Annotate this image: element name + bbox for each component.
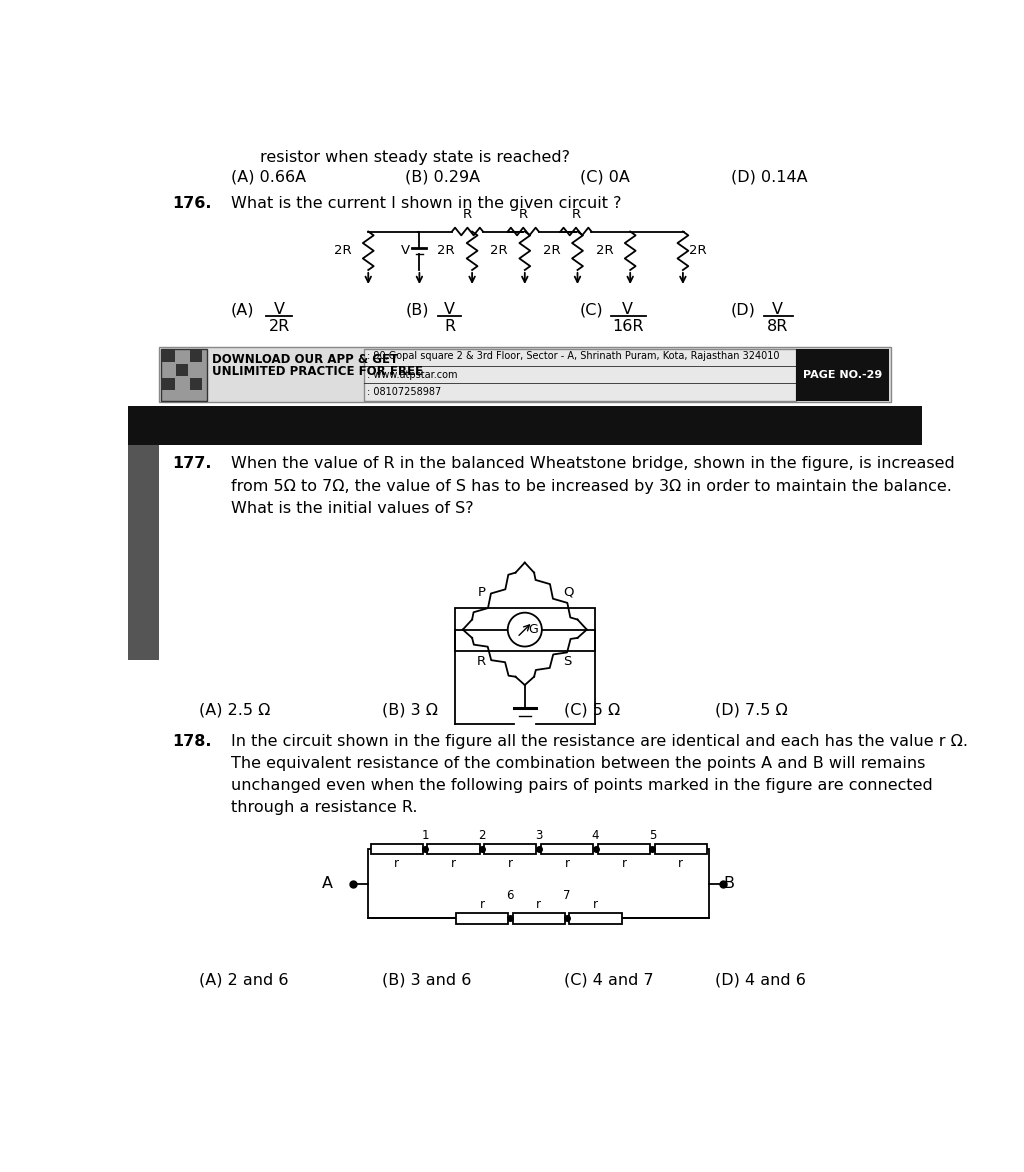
Text: (C) 4 and 7: (C) 4 and 7 xyxy=(564,973,654,987)
Text: UNLIMITED PRACTICE FOR FREE: UNLIMITED PRACTICE FOR FREE xyxy=(212,366,423,379)
Bar xyxy=(654,844,707,854)
Text: V: V xyxy=(623,302,634,318)
Text: B: B xyxy=(723,877,734,891)
Text: (C): (C) xyxy=(580,302,603,318)
Text: (B) 0.29A: (B) 0.29A xyxy=(406,170,480,185)
Text: 2R: 2R xyxy=(543,244,560,257)
Text: (B): (B) xyxy=(406,302,429,318)
Text: V: V xyxy=(444,302,455,318)
Text: V: V xyxy=(401,244,410,257)
Text: (A): (A) xyxy=(231,302,255,318)
Text: resistor when steady state is reached?: resistor when steady state is reached? xyxy=(260,150,569,165)
Text: 4: 4 xyxy=(592,829,599,843)
Bar xyxy=(162,377,174,390)
Bar xyxy=(598,844,650,854)
Text: r: r xyxy=(537,899,542,912)
Text: When the value of R in the balanced Wheatstone bridge, shown in the figure, is i: When the value of R in the balanced Whea… xyxy=(231,456,954,516)
Bar xyxy=(369,849,710,919)
Text: G: G xyxy=(528,624,538,636)
Text: 8R: 8R xyxy=(767,319,788,334)
Text: (A) 0.66A: (A) 0.66A xyxy=(231,170,306,185)
Text: 2R: 2R xyxy=(689,244,707,257)
Bar xyxy=(128,445,159,660)
Text: In the circuit shown in the figure all the resistance are identical and each has: In the circuit shown in the figure all t… xyxy=(231,734,968,816)
Text: DOWNLOAD OUR APP & GET: DOWNLOAD OUR APP & GET xyxy=(212,353,398,366)
Text: r: r xyxy=(508,857,513,870)
Text: A: A xyxy=(323,877,334,891)
Text: 2R: 2R xyxy=(334,244,351,257)
Text: r: r xyxy=(479,899,484,912)
Text: (C) 5 Ω: (C) 5 Ω xyxy=(564,703,621,717)
Text: 2R: 2R xyxy=(268,319,290,334)
Text: What is the current I shown in the given circuit ?: What is the current I shown in the given… xyxy=(231,196,622,211)
Bar xyxy=(176,364,188,376)
Text: 2R: 2R xyxy=(596,244,613,257)
Text: r: r xyxy=(564,857,569,870)
Text: (B) 3 and 6: (B) 3 and 6 xyxy=(382,973,472,987)
Text: (A) 2.5 Ω: (A) 2.5 Ω xyxy=(200,703,270,717)
Bar xyxy=(513,913,565,924)
Text: 2R: 2R xyxy=(490,244,508,257)
Text: (D): (D) xyxy=(731,302,756,318)
Bar xyxy=(796,348,889,401)
Bar xyxy=(190,377,203,390)
Text: R: R xyxy=(444,319,456,334)
Bar xyxy=(364,348,796,401)
Bar xyxy=(427,844,479,854)
Text: r: r xyxy=(678,857,683,870)
Text: r: r xyxy=(451,857,456,870)
Text: 1: 1 xyxy=(421,829,429,843)
Text: R: R xyxy=(463,207,472,220)
Text: 176.: 176. xyxy=(172,196,212,211)
Bar xyxy=(541,844,593,854)
Text: 177.: 177. xyxy=(172,456,212,471)
Text: V: V xyxy=(273,302,285,318)
Bar xyxy=(484,844,537,854)
Bar xyxy=(569,913,622,924)
Text: 5: 5 xyxy=(649,829,656,843)
Text: 2R: 2R xyxy=(437,244,455,257)
Text: Q: Q xyxy=(563,586,574,599)
Text: r: r xyxy=(394,857,399,870)
Text: V: V xyxy=(772,302,783,318)
Text: R: R xyxy=(519,207,527,220)
Text: (D) 7.5 Ω: (D) 7.5 Ω xyxy=(715,703,787,717)
Text: 7: 7 xyxy=(563,890,571,902)
Text: (D) 0.14A: (D) 0.14A xyxy=(731,170,808,185)
Text: 16R: 16R xyxy=(612,319,644,334)
Text: (B) 3 Ω: (B) 3 Ω xyxy=(382,703,438,717)
Text: 2: 2 xyxy=(478,829,485,843)
Bar xyxy=(456,913,508,924)
Bar xyxy=(455,608,595,652)
Text: : 08107258987: : 08107258987 xyxy=(367,387,441,397)
Bar xyxy=(190,350,203,362)
Text: 3: 3 xyxy=(536,829,543,843)
Text: r: r xyxy=(622,857,627,870)
Bar xyxy=(128,407,922,445)
Text: : 90,Gopal square 2 & 3rd Floor, Sector - A, Shrinath Puram, Kota, Rajasthan 324: : 90,Gopal square 2 & 3rd Floor, Sector … xyxy=(367,350,779,361)
Text: R: R xyxy=(571,207,581,220)
Text: 178.: 178. xyxy=(172,734,212,749)
Text: 6: 6 xyxy=(507,890,514,902)
Circle shape xyxy=(508,613,542,647)
Bar xyxy=(371,844,423,854)
Text: (C) 0A: (C) 0A xyxy=(580,170,630,185)
Bar xyxy=(161,348,207,401)
Text: (D) 4 and 6: (D) 4 and 6 xyxy=(715,973,806,987)
Text: (A) 2 and 6: (A) 2 and 6 xyxy=(200,973,289,987)
Bar xyxy=(159,347,891,402)
Text: : www.atpstar.com: : www.atpstar.com xyxy=(367,370,457,380)
Text: r: r xyxy=(593,899,598,912)
Bar xyxy=(128,445,922,1043)
Text: R: R xyxy=(477,655,486,668)
Text: S: S xyxy=(563,655,572,668)
Text: P: P xyxy=(478,586,486,599)
Bar xyxy=(162,350,174,362)
Text: PAGE NO.-29: PAGE NO.-29 xyxy=(803,369,882,380)
